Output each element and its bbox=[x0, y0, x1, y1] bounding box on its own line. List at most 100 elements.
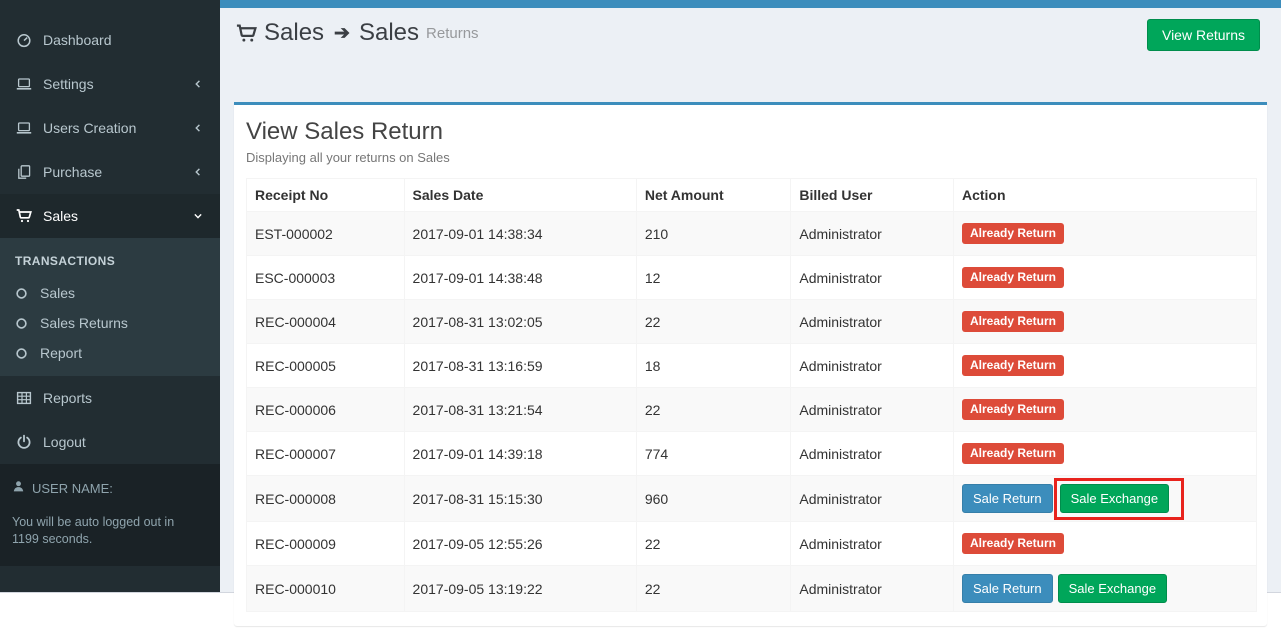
sale-exchange-button[interactable]: Sale Exchange bbox=[1060, 484, 1169, 513]
billed-user-cell: Administrator bbox=[791, 256, 954, 300]
sidebar-item-sales[interactable]: Sales bbox=[0, 194, 220, 238]
user-name-row: USER NAME: bbox=[12, 480, 205, 496]
action-cell: Already Return bbox=[953, 212, 1256, 256]
sidebar-item-label: Purchase bbox=[43, 164, 102, 180]
sidebar-item-users-creation[interactable]: Users Creation bbox=[0, 106, 220, 150]
table-row: EST-0000022017-09-01 14:38:34210Administ… bbox=[247, 212, 1257, 256]
billed-user-cell: Administrator bbox=[791, 388, 954, 432]
receipt-no-cell: REC-000006 bbox=[247, 388, 405, 432]
receipt-no-cell: EST-000002 bbox=[247, 212, 405, 256]
sale-exchange-button[interactable]: Sale Exchange bbox=[1058, 574, 1167, 603]
receipt-no-cell: REC-000007 bbox=[247, 432, 405, 476]
dashboard-icon bbox=[15, 32, 33, 48]
column-header-receipt-no: Receipt No bbox=[247, 179, 405, 212]
sidebar-item-label: Logout bbox=[43, 434, 86, 450]
column-header-net-amount: Net Amount bbox=[636, 179, 791, 212]
column-header-sales-date: Sales Date bbox=[404, 179, 636, 212]
sales-date-cell: 2017-09-05 12:55:26 bbox=[404, 522, 636, 566]
sidebar-item-settings[interactable]: Settings bbox=[0, 62, 220, 106]
table-row: REC-0000092017-09-05 12:55:2622Administr… bbox=[247, 522, 1257, 566]
table-row: REC-0000042017-08-31 13:02:0522Administr… bbox=[247, 300, 1257, 344]
action-cell: Already Return bbox=[953, 388, 1256, 432]
action-cell: Already Return bbox=[953, 256, 1256, 300]
submenu-item-report[interactable]: Report bbox=[0, 338, 220, 368]
laptop-icon bbox=[15, 76, 33, 92]
content-header: Sales ➔ Sales Returns View Returns bbox=[220, 8, 1281, 66]
sales-date-cell: 2017-08-31 13:16:59 bbox=[404, 344, 636, 388]
table-row: REC-0000082017-08-31 15:15:30960Administ… bbox=[247, 476, 1257, 522]
sales-date-cell: 2017-08-31 13:21:54 bbox=[404, 388, 636, 432]
submenu-item-sales-returns[interactable]: Sales Returns bbox=[0, 308, 220, 338]
power-icon bbox=[15, 434, 33, 450]
already-return-badge: Already Return bbox=[962, 533, 1064, 554]
sidebar-item-dashboard[interactable]: Dashboard bbox=[0, 18, 220, 62]
net-amount-cell: 960 bbox=[636, 476, 791, 522]
billed-user-cell: Administrator bbox=[791, 300, 954, 344]
action-cell: Sale ReturnSale Exchange bbox=[953, 476, 1256, 522]
already-return-badge: Already Return bbox=[962, 355, 1064, 376]
already-return-badge: Already Return bbox=[962, 267, 1064, 288]
billed-user-cell: Administrator bbox=[791, 344, 954, 388]
sidebar-item-reports[interactable]: Reports bbox=[0, 376, 220, 420]
billed-user-cell: Administrator bbox=[791, 522, 954, 566]
sales-return-table: Receipt No Sales Date Net Amount Billed … bbox=[246, 178, 1257, 612]
sales-date-cell: 2017-09-01 14:38:34 bbox=[404, 212, 636, 256]
submenu-item-label: Sales Returns bbox=[40, 315, 128, 331]
net-amount-cell: 22 bbox=[636, 522, 791, 566]
circle-o-icon bbox=[15, 346, 31, 360]
sidebar-item-label: Users Creation bbox=[43, 120, 136, 136]
chevron-down-icon bbox=[191, 209, 205, 223]
top-accent-bar bbox=[220, 0, 1281, 8]
sidebar-menu: DashboardSettings Users Creation Purchase S… bbox=[0, 0, 220, 238]
breadcrumb-current: Sales bbox=[359, 19, 419, 47]
chevron-left-icon bbox=[191, 121, 205, 135]
receipt-no-cell: REC-000009 bbox=[247, 522, 405, 566]
sidebar-item-logout[interactable]: Logout bbox=[0, 420, 220, 464]
billed-user-cell: Administrator bbox=[791, 566, 954, 612]
submenu-items: Sales Sales Returns Report bbox=[0, 278, 220, 368]
circle-o-icon bbox=[15, 286, 31, 300]
submenu-item-label: Sales bbox=[40, 285, 75, 301]
billed-user-cell: Administrator bbox=[791, 212, 954, 256]
user-icon bbox=[12, 480, 32, 496]
cart-icon bbox=[236, 23, 257, 44]
billed-user-cell: Administrator bbox=[791, 476, 954, 522]
annotation-highlight-box: Sale Exchange bbox=[1054, 478, 1184, 520]
sales-date-cell: 2017-08-31 13:02:05 bbox=[404, 300, 636, 344]
table-header: Receipt No Sales Date Net Amount Billed … bbox=[247, 179, 1257, 212]
billed-user-cell: Administrator bbox=[791, 432, 954, 476]
submenu-item-sales[interactable]: Sales bbox=[0, 278, 220, 308]
column-header-billed-user: Billed User bbox=[791, 179, 954, 212]
panel-title: View Sales Return bbox=[246, 117, 1257, 147]
sales-date-cell: 2017-09-01 14:38:48 bbox=[404, 256, 636, 300]
chevron-left-icon bbox=[191, 165, 205, 179]
submenu-header-transactions: TRANSACTIONS bbox=[0, 242, 220, 278]
table-row: REC-0000052017-08-31 13:16:5918Administr… bbox=[247, 344, 1257, 388]
sales-date-cell: 2017-09-05 13:19:22 bbox=[404, 566, 636, 612]
table-body: EST-0000022017-09-01 14:38:34210Administ… bbox=[247, 212, 1257, 612]
page: DashboardSettings Users Creation Purchase S… bbox=[0, 0, 1281, 639]
action-cell: Already Return bbox=[953, 300, 1256, 344]
sidebar-item-purchase[interactable]: Purchase bbox=[0, 150, 220, 194]
view-returns-button[interactable]: View Returns bbox=[1147, 19, 1260, 51]
sales-date-cell: 2017-08-31 15:15:30 bbox=[404, 476, 636, 522]
sale-return-button[interactable]: Sale Return bbox=[962, 574, 1053, 603]
net-amount-cell: 210 bbox=[636, 212, 791, 256]
net-amount-cell: 18 bbox=[636, 344, 791, 388]
sale-return-button[interactable]: Sale Return bbox=[962, 484, 1053, 513]
breadcrumb-root: Sales bbox=[264, 19, 324, 47]
auto-logout-note: You will be auto logged out in 1199 seco… bbox=[12, 514, 197, 548]
wrapper: DashboardSettings Users Creation Purchase S… bbox=[0, 0, 1281, 592]
already-return-badge: Already Return bbox=[962, 311, 1064, 332]
sales-date-cell: 2017-09-01 14:39:18 bbox=[404, 432, 636, 476]
already-return-badge: Already Return bbox=[962, 223, 1064, 244]
already-return-badge: Already Return bbox=[962, 399, 1064, 420]
sidebar: DashboardSettings Users Creation Purchase S… bbox=[0, 0, 220, 592]
panel-subtitle: Displaying all your returns on Sales bbox=[246, 150, 1257, 165]
circle-o-icon bbox=[15, 316, 31, 330]
already-return-badge: Already Return bbox=[962, 443, 1064, 464]
column-header-action: Action bbox=[953, 179, 1256, 212]
sales-submenu: TRANSACTIONS Sales Sales Returns Report bbox=[0, 238, 220, 376]
table-row: REC-0000062017-08-31 13:21:5422Administr… bbox=[247, 388, 1257, 432]
breadcrumb-sub: Returns bbox=[426, 25, 479, 42]
